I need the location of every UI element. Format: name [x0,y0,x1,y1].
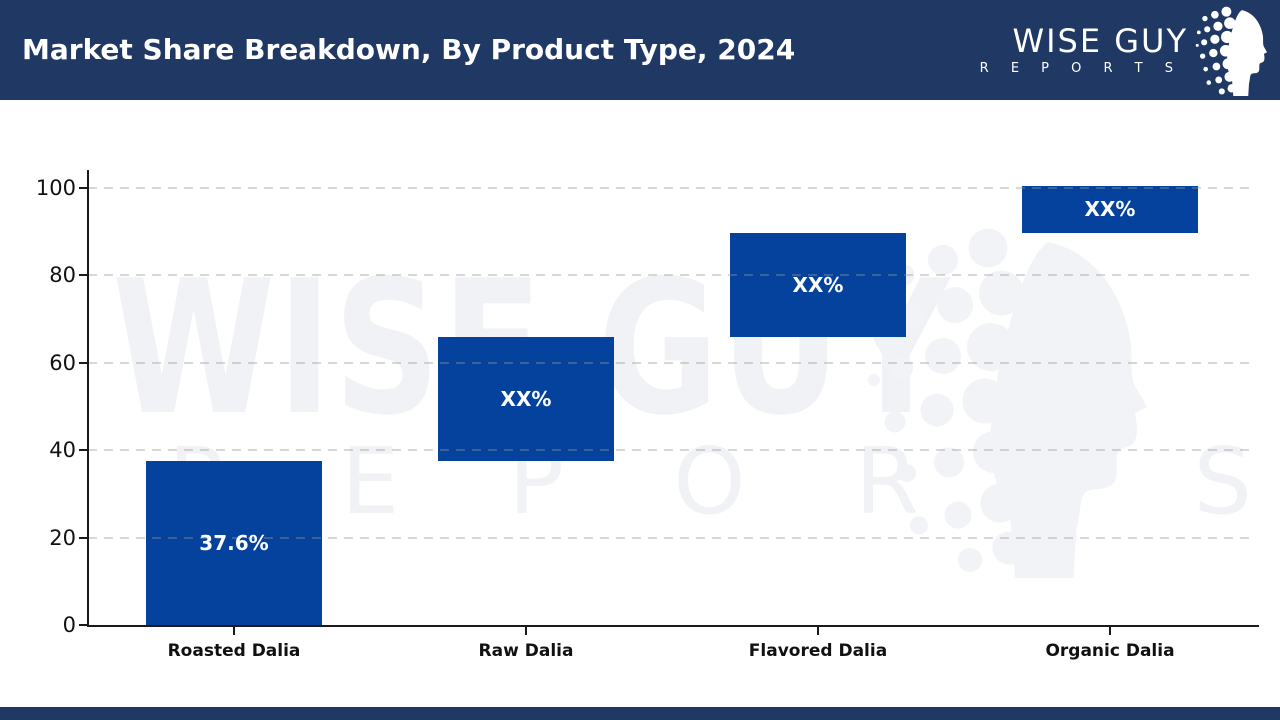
y-tick-mark [79,449,87,451]
gridline [88,186,1256,189]
bar-label: XX% [1084,197,1136,222]
y-tick-label: 20 [49,525,76,550]
y-tick-mark [79,624,87,626]
x-tick-label: Raw Dalia [478,641,574,661]
page-title: Market Share Breakdown, By Product Type,… [22,33,796,66]
y-tick-mark [79,536,87,539]
x-tick-label: Flavored Dalia [748,641,888,661]
footer-bar [0,707,1280,720]
gridline [88,361,1256,364]
logo-reports-text: R E P O R T S [979,61,1182,76]
bar [1022,186,1198,233]
y-tick-mark [79,274,87,276]
gridline [88,449,1256,451]
bar-label: XX% [792,272,844,297]
x-axis-line [87,625,1259,627]
y-tick-label: 80 [49,263,76,287]
header-bar: Market Share Breakdown, By Product Type,… [0,0,1280,100]
y-tick-mark [79,361,87,364]
x-tick-mark [525,627,527,635]
y-tick-label: 60 [49,350,76,375]
y-tick-mark [79,186,87,189]
bar [146,460,322,625]
gridline [88,536,1256,539]
x-tick-mark [817,627,819,635]
x-tick-mark [1109,627,1111,635]
y-tick-label: 0 [62,613,76,637]
brand-logo: WISE GUY R E P O R T S [980,0,1272,100]
y-tick-label: 40 [49,438,76,462]
x-tick-label: Roasted Dalia [167,641,301,661]
bar-label: XX% [500,386,552,411]
gridline [88,274,1256,276]
bar [438,336,614,461]
logo-head-icon [1192,4,1270,96]
y-tick-label: 100 [35,175,76,200]
x-tick-label: Organic Dalia [1045,641,1175,661]
logo-wiseguy-text: WISE GUY [1012,22,1188,60]
y-axis-line [87,170,89,627]
bar [730,232,906,337]
bar-label: 37.6% [199,530,269,555]
x-tick-mark [233,627,235,635]
